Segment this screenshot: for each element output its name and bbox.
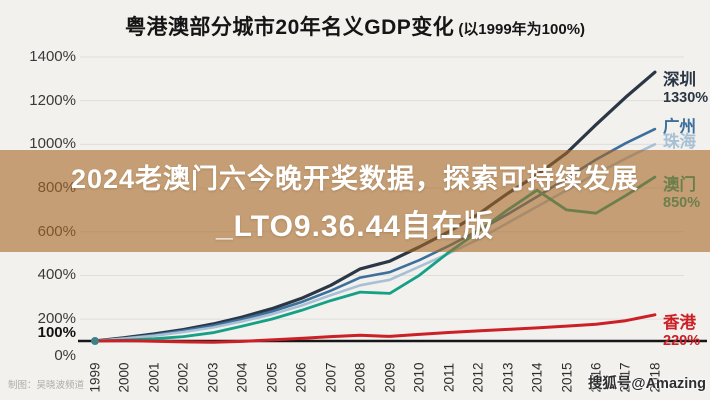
x-axis-label-2012: 2012 <box>470 362 486 393</box>
x-axis-label-2000: 2000 <box>116 362 132 393</box>
x-axis-label-2006: 2006 <box>293 362 309 393</box>
chart-title: 粤港澳部分城市20年名义GDP变化 (以1999年为100%) <box>0 11 710 41</box>
x-axis-label-2008: 2008 <box>352 362 368 393</box>
series-pct-label-1: 1330% <box>663 90 709 107</box>
start-point-dot <box>91 337 99 345</box>
x-axis-label-2007: 2007 <box>323 362 339 393</box>
x-axis-label-2010: 2010 <box>411 362 427 393</box>
y-axis-label-1400: 1400% <box>29 47 76 65</box>
overlay-text-line1: 2024老澳门六今晚开奖数据，探索可持续发展 <box>70 164 640 194</box>
x-axis-label-2005: 2005 <box>264 362 280 393</box>
overlay-banner: 2024老澳门六今晚开奖数据，探索可持续发展 _LTO9.36.44自在版 <box>0 150 710 252</box>
x-axis-label-2009: 2009 <box>382 362 398 393</box>
x-axis-label-1999: 1999 <box>87 362 103 393</box>
x-axis-label-2015: 2015 <box>559 362 575 393</box>
x-axis-label-2003: 2003 <box>205 362 221 393</box>
series-line-5 <box>93 313 657 344</box>
y-axis-label-200: 200% <box>37 310 76 328</box>
series-pct-label-5: 220% <box>663 332 701 349</box>
overlay-text-line2: _LTO9.36.44自在版 <box>216 210 494 243</box>
y-axis-label-1200: 1200% <box>29 91 76 109</box>
x-axis-label-2001: 2001 <box>146 362 162 393</box>
series-name-label-5: 香港 <box>663 313 696 332</box>
x-axis-label-2014: 2014 <box>529 362 545 393</box>
x-axis-label-2002: 2002 <box>175 362 191 393</box>
y-axis-label-100: 100% <box>37 324 76 341</box>
x-axis-label-2004: 2004 <box>234 362 250 393</box>
chart-title-sub: (以1999年为100%) <box>458 21 586 38</box>
series-name-label-2: 广州 <box>663 118 696 137</box>
y-axis-label-1000: 1000% <box>29 135 76 153</box>
x-axis-label-2011: 2011 <box>441 362 457 393</box>
x-axis-label-2013: 2013 <box>500 362 516 393</box>
y-axis-label-0: 0% <box>54 347 76 364</box>
chart-title-main: 粤港澳部分城市20年名义GDP变化 <box>124 16 455 39</box>
series-name-label-3: 珠海 <box>663 133 696 152</box>
series-name-label-1: 深圳 <box>663 71 696 90</box>
credit-watermark: 制图：吴晓波频道 <box>8 380 85 391</box>
y-axis-label-400: 400% <box>37 266 76 284</box>
sohu-watermark: 搜狐号@Amazing <box>587 376 706 392</box>
